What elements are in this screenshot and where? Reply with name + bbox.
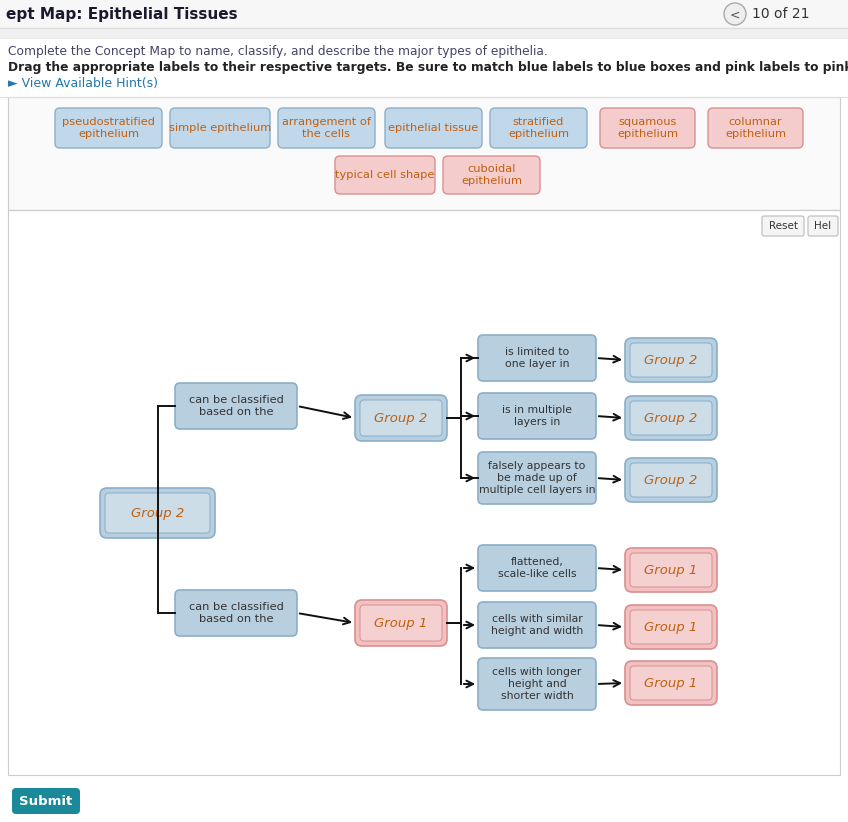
FancyBboxPatch shape [170,108,270,148]
FancyBboxPatch shape [278,108,375,148]
Text: flattened,
scale-like cells: flattened, scale-like cells [498,557,577,579]
Text: Group 2: Group 2 [131,506,184,520]
FancyBboxPatch shape [762,216,804,236]
Text: Group 2: Group 2 [374,412,427,424]
FancyBboxPatch shape [105,493,210,533]
FancyBboxPatch shape [12,788,80,814]
Text: Complete the Concept Map to name, classify, and describe the major types of epit: Complete the Concept Map to name, classi… [8,45,548,58]
Text: Group 2: Group 2 [644,412,698,424]
Text: squamous
epithelium: squamous epithelium [617,118,678,139]
Text: stratified
epithelium: stratified epithelium [508,118,569,139]
Text: can be classified
based on the: can be classified based on the [188,603,283,624]
FancyBboxPatch shape [630,666,712,700]
Text: 10 of 21: 10 of 21 [752,7,810,21]
FancyBboxPatch shape [175,383,297,429]
FancyBboxPatch shape [630,401,712,435]
FancyBboxPatch shape [478,335,596,381]
Text: Submit: Submit [20,795,73,807]
Text: can be classified
based on the: can be classified based on the [188,395,283,417]
Text: Group 1: Group 1 [644,564,698,576]
FancyBboxPatch shape [335,156,435,194]
Circle shape [724,3,746,25]
FancyBboxPatch shape [625,458,717,502]
Text: simple epithelium: simple epithelium [169,123,271,133]
FancyBboxPatch shape [478,545,596,591]
Text: arrangement of
the cells: arrangement of the cells [282,118,371,139]
FancyBboxPatch shape [600,108,695,148]
Text: cuboidal
epithelium: cuboidal epithelium [461,164,522,186]
Bar [8,210,840,775]
Text: is limited to
one layer in: is limited to one layer in [505,347,569,369]
Text: typical cell shape: typical cell shape [335,170,435,180]
Text: pseudostratified
epithelium: pseudostratified epithelium [62,118,155,139]
Text: Group 1: Group 1 [644,677,698,690]
FancyBboxPatch shape [630,610,712,644]
FancyBboxPatch shape [625,605,717,649]
FancyBboxPatch shape [478,452,596,504]
Text: Hel: Hel [814,221,832,231]
FancyBboxPatch shape [625,338,717,382]
FancyBboxPatch shape [355,600,447,646]
Text: cells with longer
height and
shorter width: cells with longer height and shorter wid… [493,667,582,700]
Text: ept Map: Epithelial Tissues: ept Map: Epithelial Tissues [6,7,237,21]
Text: Group 1: Group 1 [644,621,698,634]
Bar [0,0,848,28]
FancyBboxPatch shape [385,108,482,148]
FancyBboxPatch shape [355,395,447,441]
Text: is in multiple
layers in: is in multiple layers in [502,405,572,427]
FancyBboxPatch shape [55,108,162,148]
FancyBboxPatch shape [100,488,215,538]
Text: <: < [730,8,740,21]
FancyBboxPatch shape [490,108,587,148]
Text: Group 2: Group 2 [644,473,698,487]
FancyBboxPatch shape [443,156,540,194]
Text: Group 2: Group 2 [644,353,698,367]
FancyBboxPatch shape [478,393,596,439]
Text: Reset: Reset [768,221,797,231]
Text: cells with similar
height and width: cells with similar height and width [491,614,583,635]
FancyBboxPatch shape [630,553,712,587]
Text: ► View Available Hint(s): ► View Available Hint(s) [8,77,158,90]
Text: Drag the appropriate labels to their respective targets. Be sure to match blue l: Drag the appropriate labels to their res… [8,62,848,75]
Text: columnar
epithelium: columnar epithelium [725,118,786,139]
FancyBboxPatch shape [478,658,596,710]
FancyBboxPatch shape [625,661,717,705]
FancyBboxPatch shape [478,602,596,648]
FancyBboxPatch shape [625,548,717,592]
FancyBboxPatch shape [360,605,442,641]
FancyBboxPatch shape [175,590,297,636]
Text: Group 1: Group 1 [374,616,427,630]
Text: falsely appears to
be made up of
multiple cell layers in: falsely appears to be made up of multipl… [479,461,595,495]
Text: epithelial tissue: epithelial tissue [388,123,478,133]
Bar [8,97,840,210]
FancyBboxPatch shape [630,343,712,377]
FancyBboxPatch shape [708,108,803,148]
FancyBboxPatch shape [360,400,442,436]
FancyBboxPatch shape [630,463,712,497]
FancyBboxPatch shape [808,216,838,236]
FancyBboxPatch shape [625,396,717,440]
